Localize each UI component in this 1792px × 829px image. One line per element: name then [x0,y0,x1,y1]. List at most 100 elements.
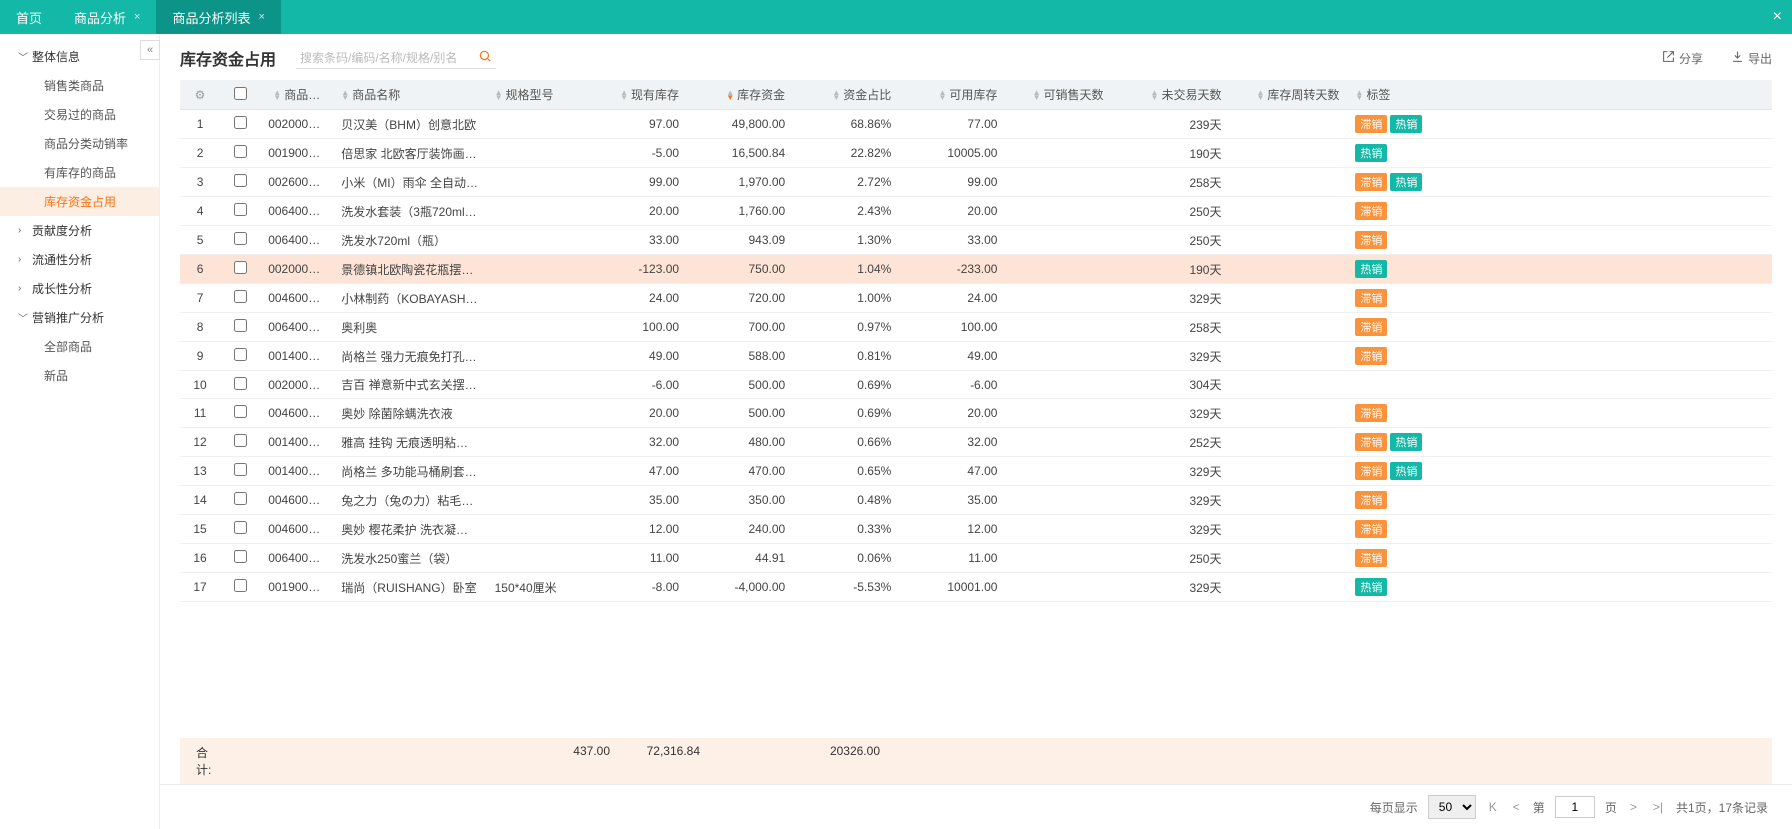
nav-item-全部商品[interactable]: 全部商品 [0,332,159,361]
page-input[interactable] [1555,796,1595,818]
column-settings-icon[interactable]: ⚙ [195,88,206,102]
tab-close-icon[interactable]: × [134,11,140,23]
row-checkbox[interactable] [234,434,247,447]
nav-group-成长性分析[interactable]: ›成长性分析 [0,274,159,303]
row-checkbox[interactable] [234,579,247,592]
pager-first-button[interactable]: K [1486,800,1500,814]
tab-商品分析列表[interactable]: 商品分析列表× [156,0,280,34]
pager-prev-button[interactable]: < [1510,800,1523,814]
cell-avail: 100.00 [899,313,1005,342]
cell-spec [487,139,581,168]
column-header-spec[interactable]: ▲▼规格型号 [487,80,581,110]
row-checkbox[interactable] [234,203,247,216]
table-row[interactable]: 17001900…瑞尚（RUISHANG）卧室150*40厘米-8.00-4,0… [180,573,1772,602]
table-row[interactable]: 9001400…尚格兰 强力无痕免打孔浴室49.00588.000.81%49.… [180,342,1772,371]
column-header-avail[interactable]: ▲▼可用库存 [899,80,1005,110]
row-checkbox[interactable] [234,232,247,245]
table-row[interactable]: 4006400…洗发水套装（3瓶720ml+1…20.001,760.002.4… [180,197,1772,226]
cell-avail: 11.00 [899,544,1005,573]
table-row[interactable]: 8006400…奥利奥100.00700.000.97%100.00258天滞销 [180,313,1772,342]
column-header-stock[interactable]: ▲▼现有库存 [581,80,687,110]
cell-spec [487,371,581,399]
table-row[interactable]: 5006400…洗发水720ml（瓶）33.00943.091.30%33.00… [180,226,1772,255]
column-header-noTrade[interactable]: ▲▼未交易天数 [1112,80,1230,110]
table-row[interactable]: 7004600…小林制药（KOBAYASHI）日24.00720.001.00%… [180,284,1772,313]
nav-group-流通性分析[interactable]: ›流通性分析 [0,245,159,274]
table-row[interactable]: 1002000…贝汉美（BHM）创意北欧97.0049,800.0068.86%… [180,110,1772,139]
table-row[interactable]: 3002600…小米（MI）雨伞 全自动折叠99.001,970.002.72%… [180,168,1772,197]
row-checkbox[interactable] [234,348,247,361]
row-index: 14 [180,486,220,515]
total-cell-name [318,744,448,778]
cell-avail: 10001.00 [899,573,1005,602]
table-row[interactable]: 15004600…奥妙 樱花柔护 洗衣凝珠 1012.00240.000.33%… [180,515,1772,544]
table-row[interactable]: 12001400…雅高 挂钩 无痕透明粘钩 强32.00480.000.66%3… [180,428,1772,457]
tab-首页[interactable]: 首页 [0,0,58,34]
cell-sale-days [1005,371,1111,399]
column-header-code[interactable]: ▲▼商品… [260,80,333,110]
nav-group-营销推广分析[interactable]: ﹀营销推广分析 [0,303,159,332]
table-row[interactable]: 10002000…吉百 禅意新中式玄关摆件客-6.00500.000.69%-6… [180,371,1772,399]
select-all-checkbox[interactable] [234,87,247,100]
row-checkbox[interactable] [234,463,247,476]
pager-next-button[interactable]: > [1627,800,1640,814]
cell-pct: 0.33% [793,515,899,544]
tabbar-close-icon[interactable]: × [1773,8,1782,26]
row-checkbox[interactable] [234,492,247,505]
nav-item-交易过的商品[interactable]: 交易过的商品 [0,100,159,129]
per-page-select[interactable]: 50 [1428,795,1476,819]
column-label: 库存资金 [737,88,785,102]
search-icon[interactable] [478,49,492,66]
column-header-tags[interactable]: ▲▼标签 [1347,80,1772,110]
column-header-saleDays[interactable]: ▲▼可销售天数 [1005,80,1111,110]
sidebar-collapse-button[interactable]: « [140,40,160,60]
pager-last-button[interactable]: >| [1650,800,1666,814]
nav-item-商品分类动销率[interactable]: 商品分类动销率 [0,129,159,158]
nav-item-库存资金占用[interactable]: 库存资金占用 [0,187,159,216]
nav-item-有库存的商品[interactable]: 有库存的商品 [0,158,159,187]
cell-avail: 49.00 [899,342,1005,371]
cell-code: 001400… [260,342,333,371]
column-header-pct[interactable]: ▲▼资金占比 [793,80,899,110]
column-header-fund[interactable]: ▲▼库存资金 [687,80,793,110]
row-checkbox[interactable] [234,174,247,187]
search-input[interactable] [300,51,474,65]
table-row[interactable]: 14004600…兔之力（兔の力）粘毛器粘35.00350.000.48%35.… [180,486,1772,515]
row-checkbox[interactable] [234,521,247,534]
cell-turn-days [1229,371,1347,399]
nav-item-销售类商品[interactable]: 销售类商品 [0,71,159,100]
row-checkbox[interactable] [234,377,247,390]
table-row[interactable]: 6002000…景德镇北欧陶瓷花瓶摆件 仿-123.00750.001.04%-… [180,255,1772,284]
nav-group-整体信息[interactable]: ﹀整体信息 [0,42,159,71]
cell-sale-days [1005,110,1111,139]
table-row[interactable]: 11004600…奥妙 除菌除螨洗衣液20.00500.000.69%20.00… [180,399,1772,428]
nav-group-贡献度分析[interactable]: ›贡献度分析 [0,216,159,245]
column-header-turnDays[interactable]: ▲▼库存周转天数 [1229,80,1347,110]
column-label: 商品… [284,88,320,102]
cell-avail: 35.00 [899,486,1005,515]
export-icon [1731,50,1744,66]
table-row[interactable]: 16006400…洗发水250蜜兰（袋）11.0044.910.06%11.00… [180,544,1772,573]
table-row[interactable]: 2001900…倍思家 北欧客厅装饰画卧室-5.0016,500.8422.82… [180,139,1772,168]
column-header-name[interactable]: ▲▼商品名称 [333,80,486,110]
row-checkbox[interactable] [234,405,247,418]
row-checkbox[interactable] [234,116,247,129]
sort-icon: ▲▼ [1033,90,1041,100]
cell-sale-days [1005,544,1111,573]
cell-no-trade: 250天 [1112,544,1230,573]
row-checkbox[interactable] [234,290,247,303]
tab-商品分析[interactable]: 商品分析× [58,0,156,34]
row-checkbox[interactable] [234,550,247,563]
cell-pct: 0.65% [793,457,899,486]
row-index: 13 [180,457,220,486]
chevron-down-icon: ﹀ [18,49,28,64]
row-checkbox[interactable] [234,319,247,332]
share-button[interactable]: 分享 [1662,50,1703,67]
row-checkbox[interactable] [234,145,247,158]
tab-close-icon[interactable]: × [258,11,264,23]
cell-code: 001900… [260,573,333,602]
table-row[interactable]: 13001400…尚格兰 多功能马桶刷套装 卫47.00470.000.65%4… [180,457,1772,486]
nav-item-新品[interactable]: 新品 [0,361,159,390]
row-checkbox[interactable] [234,261,247,274]
export-button[interactable]: 导出 [1731,50,1772,67]
